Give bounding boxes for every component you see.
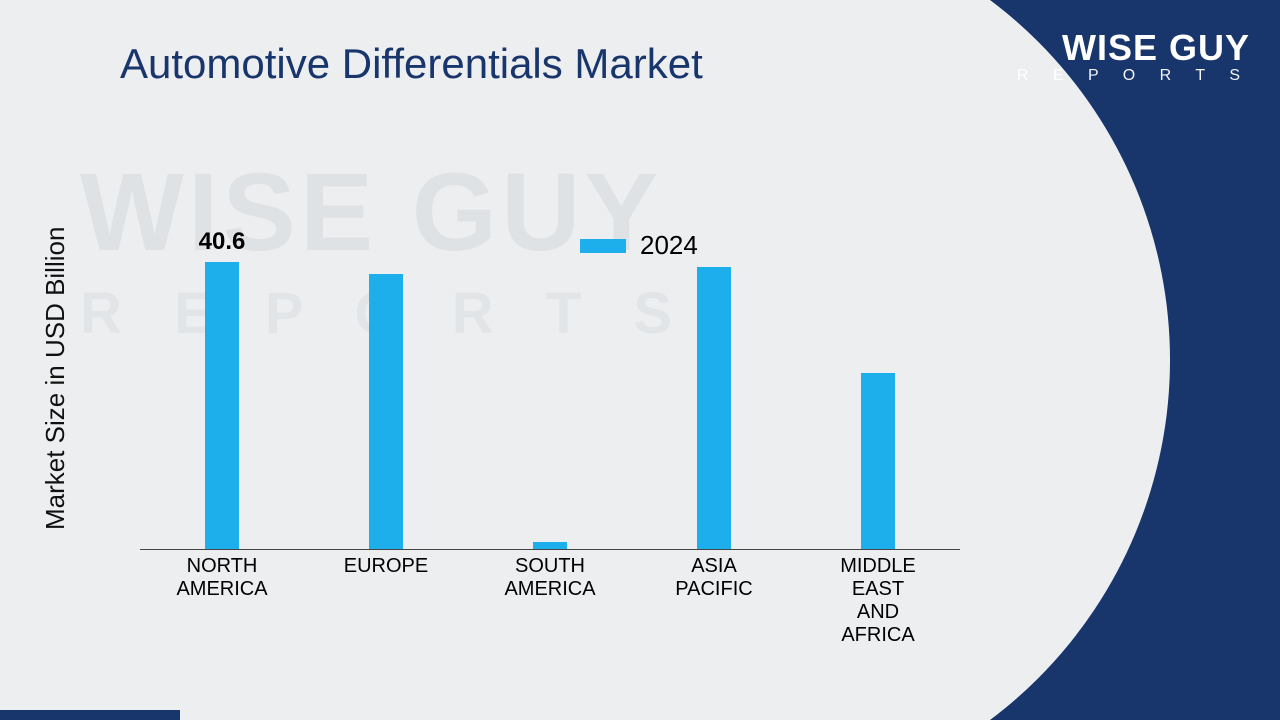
x-axis-label: ASIAPACIFIC <box>632 549 796 601</box>
bar <box>861 373 895 549</box>
y-axis-label: Market Size in USD Billion <box>40 227 71 530</box>
x-axis-label: NORTHAMERICA <box>140 549 304 601</box>
brand-line1: WISE GUY <box>1017 30 1250 66</box>
brand-line2: R E P O R T S <box>1017 68 1250 84</box>
bar <box>205 262 239 549</box>
x-axis-label: MIDDLEEASTANDAFRICA <box>796 549 960 647</box>
brand-logo: WISE GUY R E P O R T S <box>1017 30 1250 84</box>
bar <box>697 267 731 549</box>
plot-area: 40.6NORTHAMERICAEUROPESOUTHAMERICAASIAPA… <box>140 170 960 550</box>
chart-title: Automotive Differentials Market <box>120 40 703 88</box>
x-axis-label: EUROPE <box>304 549 468 578</box>
bar <box>533 542 567 549</box>
page: WISE GUY R E P O R T S WISE GUY R E P O … <box>0 0 1280 720</box>
bar-value-label: 40.6 <box>199 228 246 256</box>
footer-accent-bar <box>0 710 180 720</box>
bar <box>369 274 403 549</box>
bar-chart: 2024 40.6NORTHAMERICAEUROPESOUTHAMERICAA… <box>110 130 970 600</box>
x-axis-label: SOUTHAMERICA <box>468 549 632 601</box>
